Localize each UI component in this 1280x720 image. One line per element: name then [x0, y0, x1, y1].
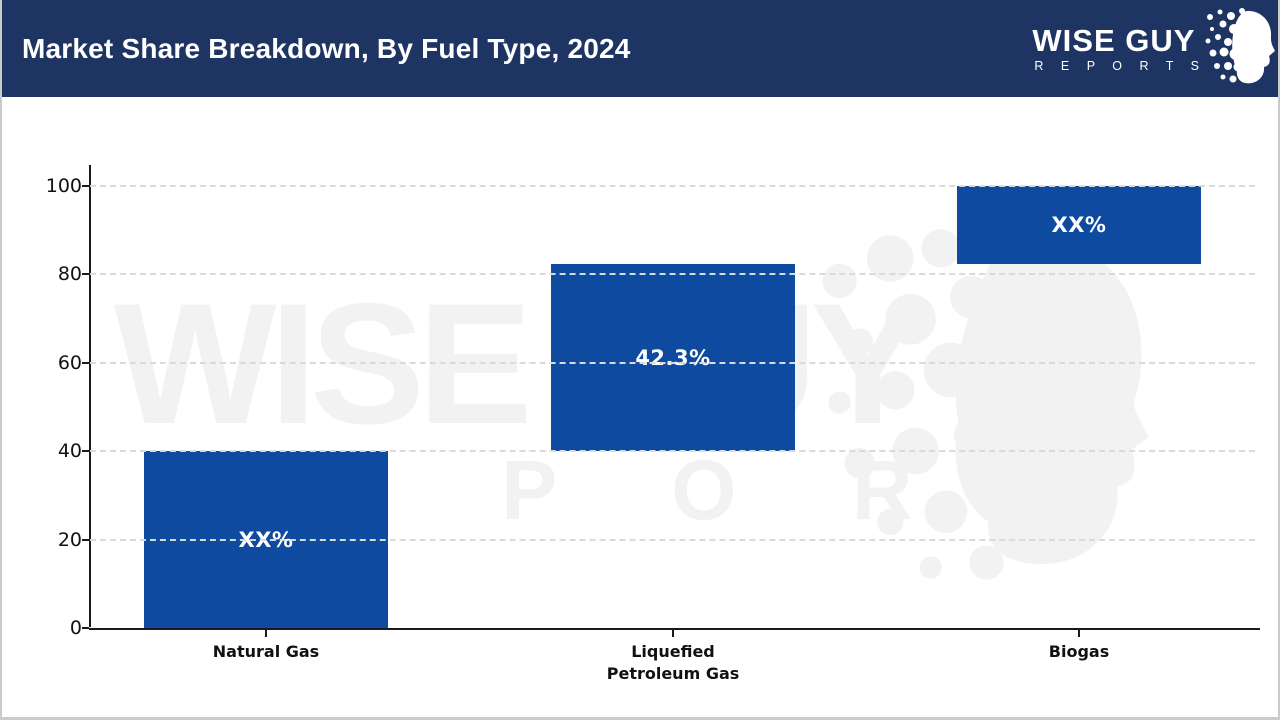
x-tick-mark — [672, 630, 674, 637]
logo-face-icon — [1205, 8, 1275, 84]
watermark-face-icon — [822, 229, 1149, 580]
logo-subtitle: R E P O R T S — [1034, 59, 1206, 73]
y-tick-mark — [82, 361, 89, 364]
grid-line — [90, 185, 1255, 187]
y-tick-mark — [82, 538, 89, 541]
bar-value-label: 42.3% — [635, 345, 711, 370]
y-tick-label: 20 — [57, 528, 82, 551]
header: Market Share Breakdown, By Fuel Type, 20… — [2, 0, 1278, 97]
x-axis-line — [89, 628, 1260, 630]
x-tick-mark — [1078, 630, 1080, 637]
y-axis-line — [89, 165, 91, 627]
grid-line — [90, 273, 1255, 276]
y-tick-mark — [82, 450, 89, 453]
bar-value-label: XX% — [1051, 213, 1107, 238]
y-tick-label: 100 — [45, 175, 82, 197]
grid-line — [90, 538, 1255, 541]
x-category-label: Natural Gas — [212, 642, 320, 661]
x-category-label: Liquefied Petroleum Gas — [606, 642, 740, 684]
y-tick-label: 40 — [57, 440, 82, 463]
y-tick-label: 0 — [69, 617, 82, 639]
page-title: Market Share Breakdown, By Fuel Type, 20… — [22, 32, 631, 64]
chart-area: 0 20 40 60 80 100 XX% 42.3% XX% Natural Gas Liquef… — [2, 97, 1278, 717]
logo-wordmark: WISE GUY — [1032, 23, 1196, 58]
y-tick-label: 60 — [57, 351, 82, 374]
grid-line — [90, 361, 1255, 364]
bar: XX% — [957, 186, 1201, 265]
y-tick-label: 80 — [57, 263, 82, 286]
y-tick-mark — [82, 185, 89, 187]
grid-line — [90, 450, 1255, 453]
bar: 42.3% — [551, 264, 795, 452]
logo-text: WISE GUY R E P O R T S — [1032, 25, 1206, 73]
x-tick-mark — [265, 630, 267, 637]
y-tick-mark — [82, 627, 89, 629]
wise-guy-reports-logo: WISE GUY R E P O R T S — [1032, 4, 1278, 94]
y-tick-mark — [82, 273, 89, 276]
x-category-label: Biogas — [1048, 642, 1110, 661]
